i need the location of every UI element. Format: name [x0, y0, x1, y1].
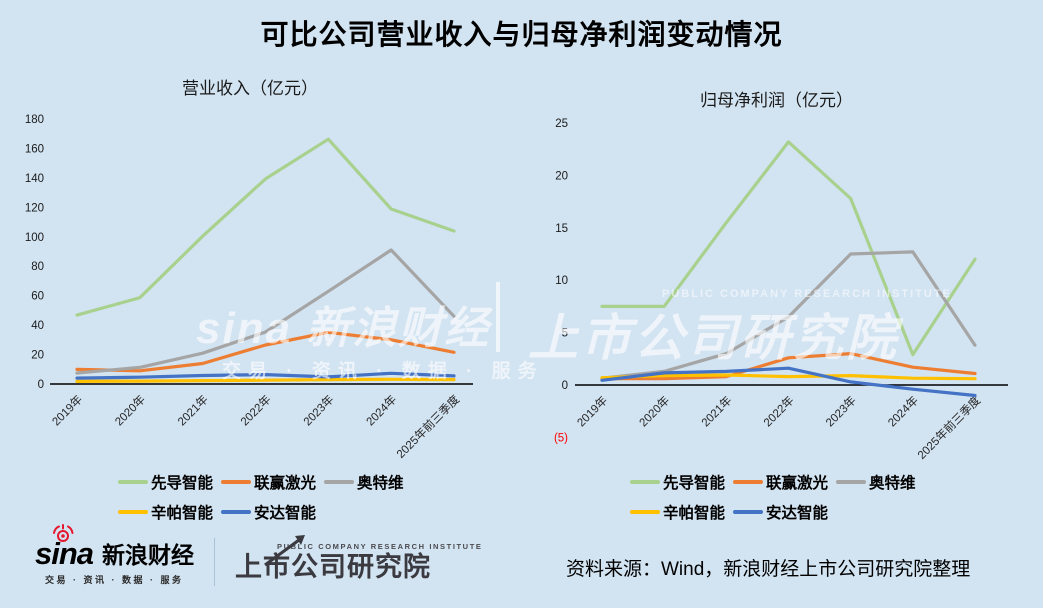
net-profit-line-chart: 25 20 15 10 5 0 (5) 2019年 2020年 2021年 2022年 2023年 20…: [554, 118, 1008, 460]
y-tick-label: 180: [25, 114, 44, 126]
legend-swatch-icon: [733, 510, 764, 514]
y-tick-label: 120: [25, 202, 44, 214]
y-tick-label: 0: [562, 380, 568, 392]
series-line-先导智能: [600, 140, 977, 357]
legend-label: 安达智能: [766, 505, 829, 522]
legend-label: 辛帕智能: [663, 505, 726, 522]
legend-swatch-icon: [836, 480, 867, 484]
y-tick-label: 0: [38, 379, 44, 391]
institute-cn-label: 上市公司研究院: [235, 551, 432, 582]
legend-swatch-icon: [630, 510, 660, 514]
legend-item-联赢激光: 联赢激光: [733, 471, 828, 493]
sina-logo: sina 新浪财经 交易 · 资讯 · 数据 · 服务: [35, 523, 195, 586]
legend-swatch-icon: [118, 510, 148, 514]
legend-swatch-icon: [118, 480, 148, 484]
y-tick-label: 140: [25, 173, 44, 185]
y-tick-label: 5: [562, 328, 568, 340]
legend-label: 奥特维: [869, 475, 916, 492]
source-text: 资料来源：Wind，新浪财经上市公司研究院整理: [566, 559, 971, 580]
y-tick-label: 25: [555, 118, 568, 130]
page-title: 可比公司营业收入与归母净利润变动情况: [260, 19, 783, 50]
legend-row: 辛帕智能 安达智能: [118, 500, 412, 524]
series-line-联赢激光: [75, 330, 456, 373]
series-line-安达智能: [75, 371, 456, 380]
legend-item-先导智能: 先导智能: [630, 471, 725, 493]
arrow-icon: [264, 534, 306, 566]
y-tick-label: 40: [31, 320, 44, 332]
series-line-奥特维: [75, 248, 456, 375]
legend-item-奥特维: 奥特维: [836, 471, 916, 493]
revenue-line-chart: 180 160 140 120 100 80 60 40 20 0 2019年 2020年 2021年 2…: [25, 114, 473, 460]
x-tick-label: 2024年: [885, 393, 921, 429]
legend-swatch-icon: [221, 510, 252, 514]
x-tick-label: 2021年: [698, 393, 734, 429]
legend-label: 先导智能: [663, 475, 726, 492]
legend-item-安达智能: 安达智能: [221, 501, 316, 523]
sina-wordmark: sina: [35, 523, 94, 569]
legend-item-奥特维: 奥特维: [324, 471, 404, 493]
y-tick-label: 10: [555, 275, 568, 287]
legend-swatch-icon: [630, 480, 660, 484]
y-tick-label: 80: [31, 261, 44, 273]
x-tick-label: 2022年: [760, 393, 796, 429]
x-tick-label: 2023年: [823, 393, 859, 429]
footer-logos: sina 新浪财经 交易 · 资讯 · 数据 · 服务 PUBLIC COMPA…: [35, 523, 483, 586]
legend-swatch-icon: [221, 480, 252, 484]
institute-logo: PUBLIC COMPANY RESEARCH INSTITUTE 上市公司研究…: [235, 534, 483, 583]
sina-tagline: 交易 · 资讯 · 数据 · 服务: [45, 574, 184, 585]
x-tick-label: 2025年前三季度: [914, 393, 983, 460]
x-tick-label: 2020年: [112, 392, 148, 428]
legend-item-联赢激光: 联赢激光: [221, 471, 316, 493]
legend-swatch-icon: [733, 480, 764, 484]
legend-item-安达智能: 安达智能: [733, 501, 828, 523]
x-tick-label: 2022年: [237, 392, 273, 428]
institute-en-label: PUBLIC COMPANY RESEARCH INSTITUTE: [277, 541, 483, 551]
legend-row: 辛帕智能 安达智能: [630, 500, 924, 524]
legend-item-辛帕智能: 辛帕智能: [630, 501, 725, 523]
x-tick-label: 2021年: [175, 392, 211, 428]
legend-label: 联赢激光: [766, 475, 829, 492]
footer-divider: [214, 538, 216, 586]
legend-netprofit: 先导智能 联赢激光 奥特维辛帕智能 安达智能: [630, 470, 924, 530]
series-line-安达智能: [600, 366, 977, 398]
legend-label: 奥特维: [357, 475, 404, 492]
y-tick-label: 20: [31, 350, 44, 362]
y-tick-label: 100: [25, 232, 44, 244]
y-tick-label: 60: [31, 291, 44, 303]
y-tick-label: 15: [555, 223, 568, 235]
y-tick-label: 160: [25, 143, 44, 155]
watermark-divider: [496, 282, 500, 352]
legend-label: 安达智能: [254, 505, 317, 522]
legend-item-先导智能: 先导智能: [118, 471, 213, 493]
chart-subtitle-netprofit: 归母净利润（亿元）: [700, 91, 853, 110]
legend-label: 先导智能: [151, 475, 214, 492]
legend-item-辛帕智能: 辛帕智能: [118, 501, 213, 523]
legend-row: 先导智能 联赢激光 奥特维: [630, 470, 924, 494]
x-tick-label: 2024年: [363, 392, 399, 428]
series-line-联赢激光: [600, 352, 977, 381]
x-tick-label: 2019年: [49, 392, 85, 428]
legend-label: 辛帕智能: [151, 505, 214, 522]
x-tick-label: 2023年: [300, 392, 336, 428]
y-tick-label: (5): [554, 432, 568, 444]
chart-subtitle-revenue: 营业收入（亿元）: [182, 79, 318, 98]
legend-revenue: 先导智能 联赢激光 奥特维辛帕智能 安达智能: [118, 470, 412, 530]
sina-finance-wordmark: 新浪财经: [102, 541, 195, 568]
legend-swatch-icon: [324, 480, 355, 484]
series-line-先导智能: [75, 137, 456, 317]
series-line-辛帕智能: [600, 373, 977, 381]
x-tick-label: 2020年: [636, 393, 672, 429]
legend-row: 先导智能 联赢激光 奥特维: [118, 470, 412, 494]
legend-label: 联赢激光: [254, 475, 317, 492]
x-tick-label: 2019年: [574, 393, 610, 429]
sina-eye-icon: [53, 523, 74, 542]
series-line-辛帕智能: [75, 377, 456, 383]
y-tick-label: 20: [555, 170, 568, 182]
x-tick-label: 2025年前三季度: [393, 392, 462, 460]
